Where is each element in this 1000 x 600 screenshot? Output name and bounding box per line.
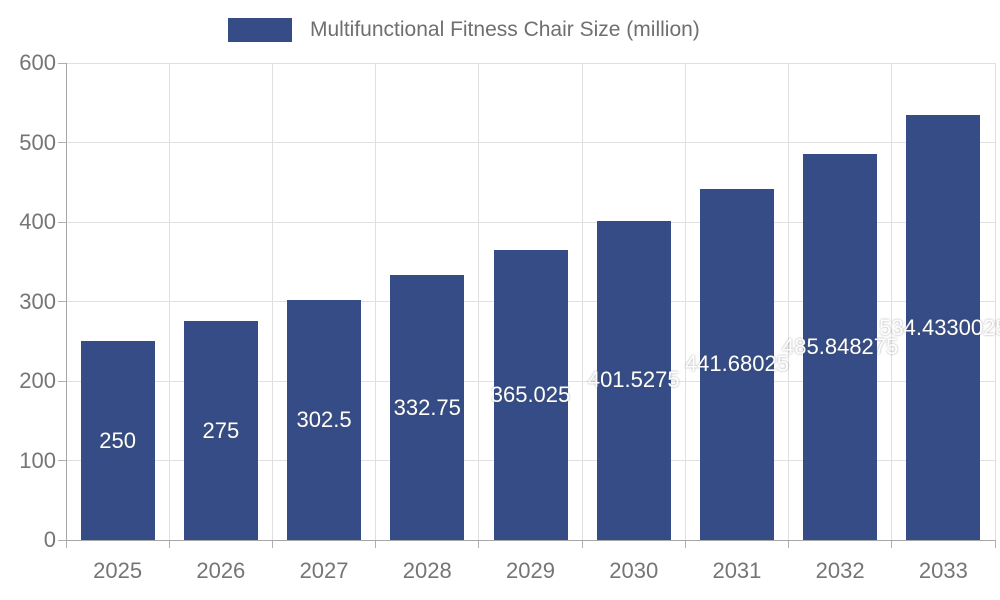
x-grid-line [684,63,686,540]
y-axis-label: 500 [19,129,56,155]
bar[interactable] [596,220,671,540]
x-axis-label: 2025 [93,558,143,583]
y-axis-label: 300 [19,288,56,314]
bar[interactable] [287,299,362,540]
x-axis-tick [891,540,893,548]
y-axis-tick [58,301,66,302]
x-axis-label: 2029 [506,558,555,583]
x-grid-line [271,63,273,540]
x-axis-line [66,539,995,541]
x-grid-line [891,63,893,540]
legend-item[interactable]: Multifunctional Fitness Chair Size (mill… [228,18,700,42]
y-grid-line [66,221,995,223]
bar[interactable] [183,321,258,540]
bar[interactable] [390,275,465,540]
y-axis-tick [58,62,66,64]
plot-right-border [994,63,996,540]
x-axis-tick [478,540,480,548]
y-axis-tick [58,380,66,382]
y-axis-label: 400 [19,209,56,234]
x-axis-label: 2028 [402,558,452,583]
legend-label: Multifunctional Fitness Chair Size (mill… [310,18,700,41]
y-axis-label: 600 [19,50,56,75]
x-axis-tick [271,540,273,548]
x-axis-tick [581,540,583,548]
y-axis-label: 100 [19,447,56,473]
legend-swatch-icon [228,18,292,42]
y-grid-line [66,142,995,143]
x-axis-tick [375,540,377,548]
x-axis-label: 2031 [712,558,762,583]
x-axis-label: 2030 [609,558,659,583]
y-axis-tick [58,460,66,461]
y-axis-label: 0 [43,527,56,552]
bar[interactable] [906,115,981,540]
bar[interactable] [493,249,568,540]
x-axis-label: 2033 [918,558,968,583]
y-axis-label: 200 [19,368,56,393]
x-axis-tick [684,540,686,548]
x-grid-line [375,63,377,540]
bar[interactable] [699,188,774,540]
y-axis-tick [58,539,66,541]
y-axis-tick [58,221,66,223]
y-axis-line [65,63,67,541]
y-axis-tick [58,142,66,143]
y-grid-line [66,62,995,64]
x-axis-tick [788,540,790,548]
x-grid-line [581,63,583,540]
x-axis-label: 2032 [815,558,865,583]
x-axis-tick [994,540,996,548]
bar[interactable] [80,341,155,540]
x-axis-tick [65,540,67,548]
x-axis-label: 2026 [196,558,246,583]
x-axis-tick [168,540,170,548]
x-axis-label: 2027 [299,558,349,583]
x-grid-line [168,63,170,540]
bar[interactable] [803,153,878,540]
x-grid-line [478,63,480,540]
x-grid-line [788,63,790,540]
